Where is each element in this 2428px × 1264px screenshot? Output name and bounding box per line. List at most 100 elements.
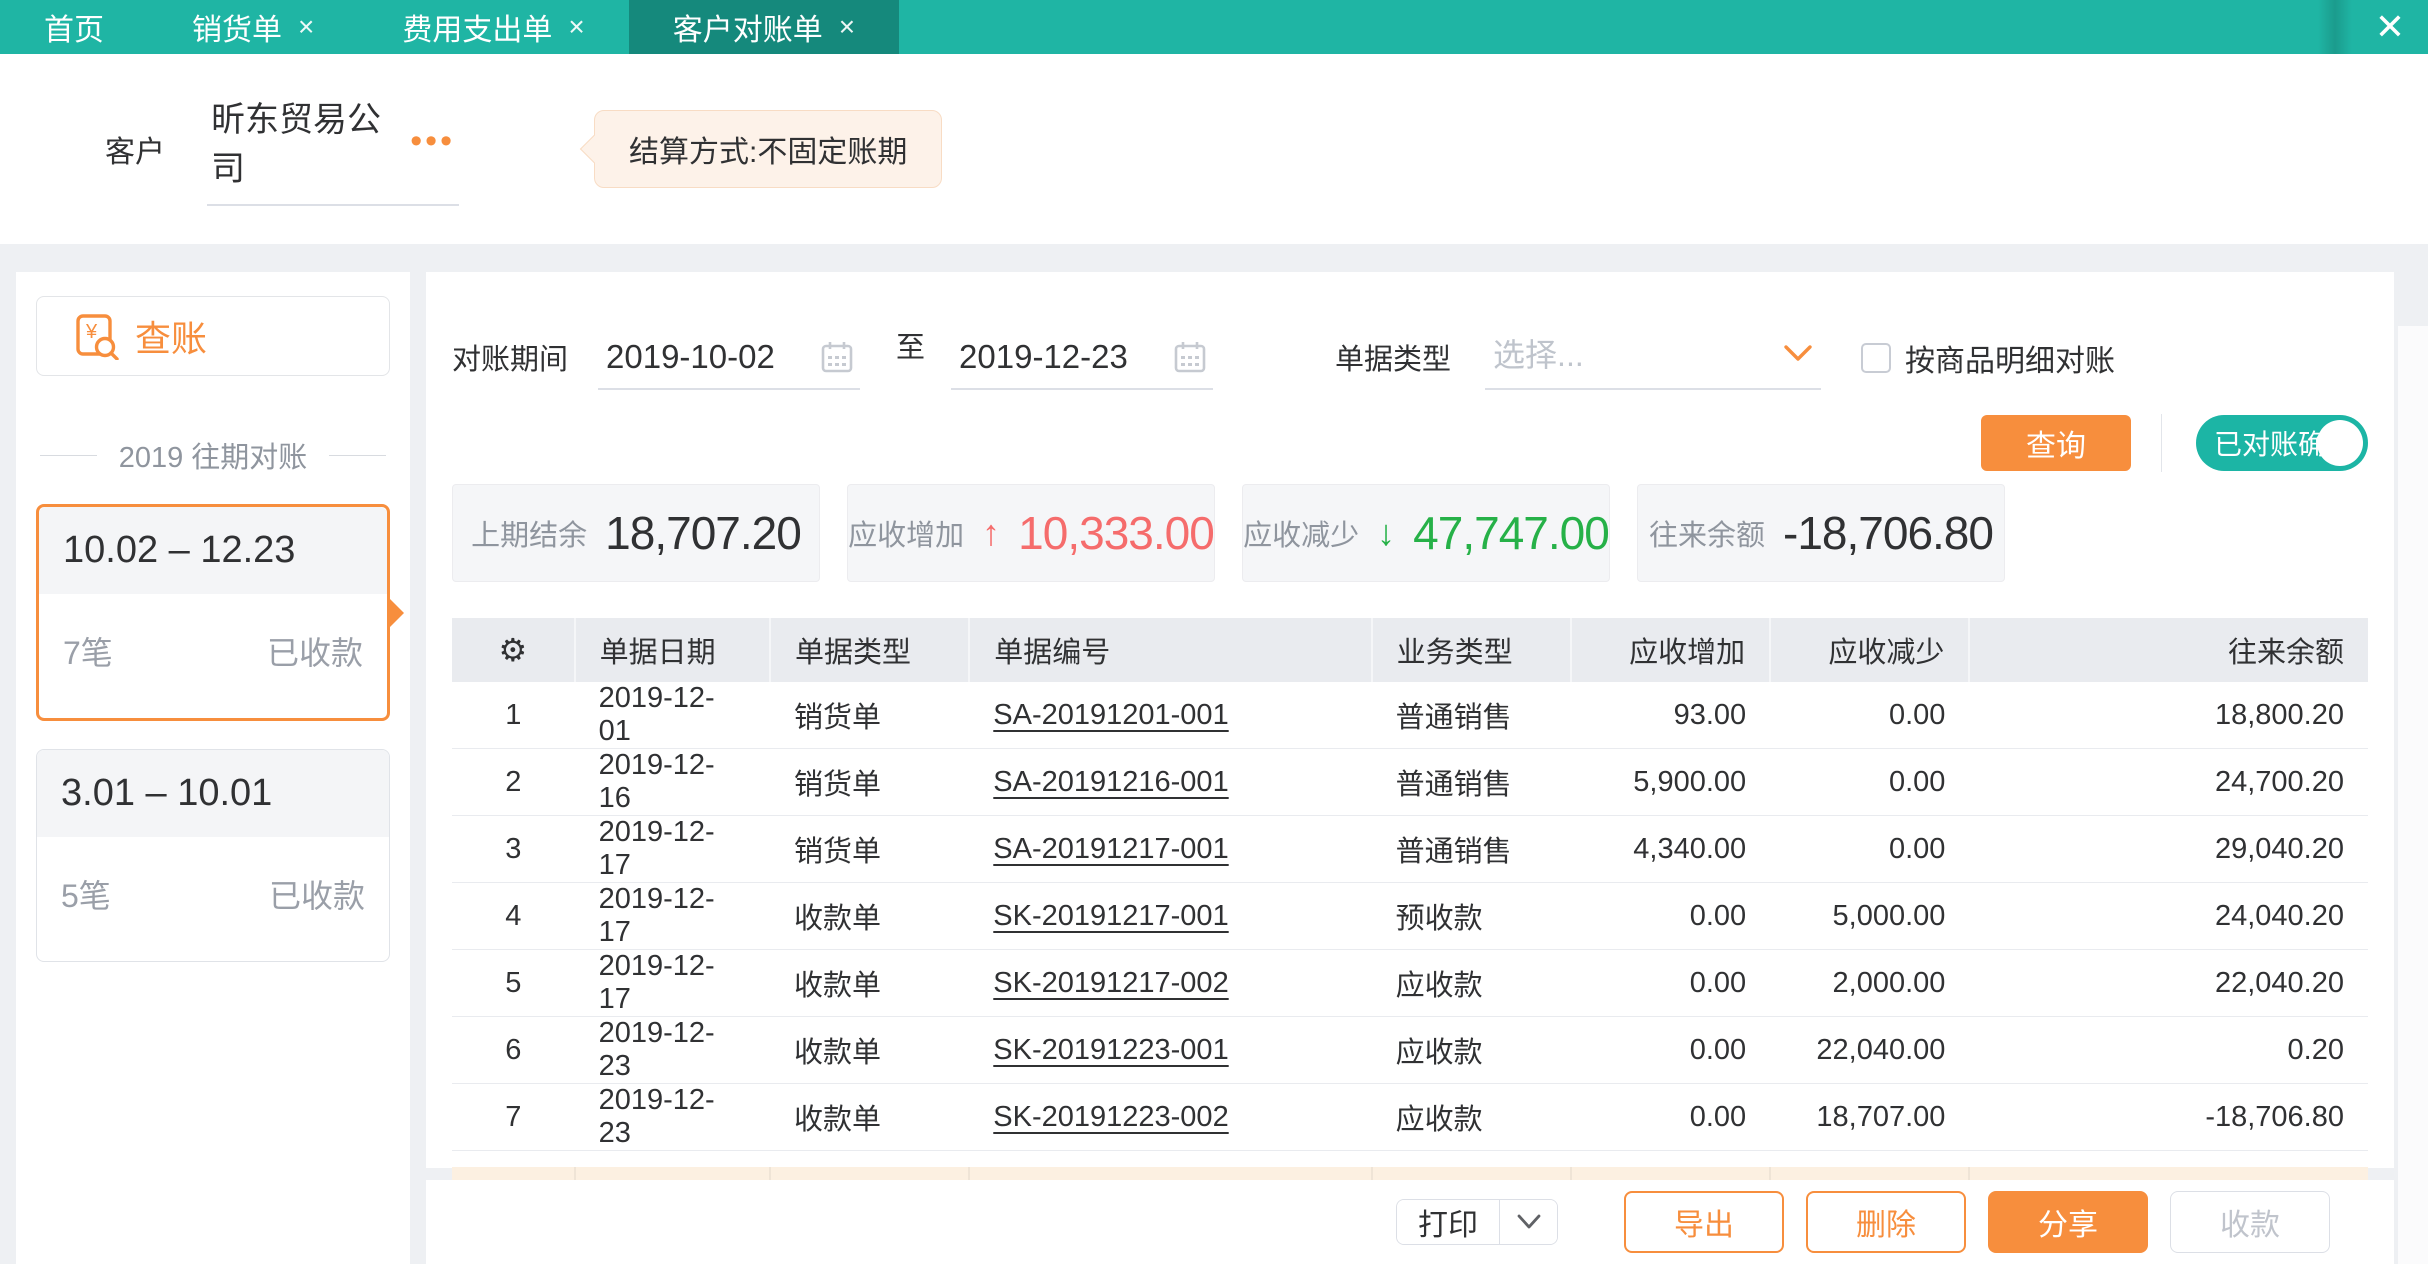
period-filter-label: 对账期间	[452, 344, 569, 376]
chevron-down-icon	[1784, 345, 1812, 361]
doc-number-link[interactable]: SA-20191201-001	[993, 698, 1229, 731]
doc-type-filter-label: 单据类型	[1335, 344, 1452, 376]
topbar-spacer	[899, 0, 2318, 54]
selected-arrow-icon	[388, 596, 404, 629]
right-scroll-track[interactable]	[2398, 326, 2428, 1264]
period-range: 3.01 – 10.01	[37, 750, 389, 837]
col-header-doc-type: 单据类型	[770, 618, 971, 682]
delete-button[interactable]: 删除	[1806, 1191, 1966, 1253]
table-row[interactable]: 4 2019-12-17 收款单 SK-20191217-001 预收款 0.0…	[452, 882, 2368, 950]
bottom-toolbar: 打印 导出 删除 分享 收款	[426, 1180, 2394, 1264]
more-options-icon[interactable]: •••	[410, 122, 455, 160]
detail-checkbox-label: 按商品明细对账	[1905, 345, 2116, 378]
action-divider	[2161, 414, 2162, 472]
statement-panel: 对账期间 2019-10-02 至 2019-12-23	[426, 272, 2394, 1238]
summary-row: 上期结余 18,707.20 应收增加 ↑ 10,333.00 应收减少 ↓ 4…	[452, 484, 2368, 582]
print-button[interactable]: 打印	[1397, 1200, 1499, 1244]
reconciled-confirm-toggle[interactable]: 已对账确认	[2196, 415, 2368, 471]
summary-card-receivable-decrease: 应收减少 ↓ 47,747.00	[1242, 484, 1610, 582]
notice-arrow	[579, 134, 609, 164]
doc-type-select[interactable]: 选择...	[1485, 330, 1822, 390]
print-options-chevron[interactable]	[1499, 1200, 1557, 1244]
table-row[interactable]: 5 2019-12-17 收款单 SK-20191217-002 应收款 0.0…	[452, 949, 2368, 1017]
date-to-input[interactable]: 2019-12-23	[951, 338, 1214, 390]
period-count: 5笔	[61, 878, 111, 914]
export-button[interactable]: 导出	[1624, 1191, 1784, 1253]
tab-home[interactable]: 首页	[0, 0, 148, 54]
table-row[interactable]: 2 2019-12-16 销货单 SA-20191216-001 普通销售 5,…	[452, 748, 2368, 816]
tab-expense[interactable]: 费用支出单 ×	[358, 0, 628, 54]
arrow-up-icon: ↑	[982, 512, 1001, 553]
print-split-button[interactable]: 打印	[1396, 1199, 1558, 1245]
action-row: 查询 已对账确认	[452, 412, 2368, 474]
table-gap	[452, 1151, 2368, 1167]
toggle-knob[interactable]	[2317, 420, 2363, 466]
col-header-decr: 应收减少	[1770, 618, 1971, 682]
date-from-input[interactable]: 2019-10-02	[598, 338, 861, 390]
tab-label: 客户对账单	[672, 14, 823, 47]
doc-number-link[interactable]: SK-20191223-001	[993, 1033, 1229, 1066]
tab-close-icon[interactable]: ×	[298, 11, 315, 42]
date-to-value: 2019-12-23	[959, 338, 1128, 375]
doc-number-link[interactable]: SK-20191217-001	[993, 899, 1229, 932]
period-card-previous[interactable]: 3.01 – 10.01 5笔 已收款	[36, 749, 390, 962]
period-status: 已收款	[266, 635, 363, 671]
statement-table: ⚙︎ 单据日期 单据类型 单据编号 业务类型 应收增加 应收减少 往来余额 1 …	[452, 618, 2368, 1151]
settlement-notice: 结算方式:不固定账期	[579, 110, 943, 188]
chevron-down-icon	[1517, 1214, 1540, 1229]
calendar-icon[interactable]	[1173, 340, 1207, 374]
period-range: 10.02 – 12.23	[39, 507, 387, 594]
content-area: ¥ 查账 2019 往期对账 10.02 – 12.23 7笔 已收款 3.01…	[0, 272, 2428, 1264]
table-row[interactable]: 1 2019-12-01 销货单 SA-20191201-001 普通销售 93…	[452, 682, 2368, 749]
period-count: 7笔	[63, 635, 113, 671]
query-button[interactable]: 查询	[1981, 415, 2131, 471]
doc-number-link[interactable]: SA-20191216-001	[993, 765, 1229, 798]
col-header-date: 单据日期	[574, 618, 772, 682]
svg-text:¥: ¥	[85, 321, 98, 343]
check-account-button[interactable]: ¥ 查账	[36, 296, 390, 376]
filter-row: 对账期间 2019-10-02 至 2019-12-23	[452, 272, 2368, 390]
check-account-label: 查账	[135, 318, 208, 359]
customer-label: 客户	[105, 136, 165, 169]
summary-card-opening-balance: 上期结余 18,707.20	[452, 484, 820, 582]
tab-close-icon[interactable]: ×	[838, 11, 856, 42]
customer-select[interactable]: 昕东贸易公司 •••	[207, 92, 459, 206]
customer-header: 客户 昕东贸易公司 ••• 结算方式:不固定账期	[0, 54, 2428, 244]
table-row[interactable]: 7 2019-12-23 收款单 SK-20191223-002 应收款 0.0…	[452, 1083, 2368, 1151]
tab-close-icon[interactable]: ×	[568, 11, 585, 42]
table-row[interactable]: 6 2019-12-23 收款单 SK-20191223-001 应收款 0.0…	[452, 1016, 2368, 1084]
doc-number-link[interactable]: SK-20191217-002	[993, 966, 1229, 999]
share-button[interactable]: 分享	[1988, 1191, 2148, 1253]
top-tab-bar: 首页 销货单 × 费用支出单 × 客户对账单 × ✕	[0, 0, 2428, 54]
calendar-icon[interactable]	[820, 340, 854, 374]
tab-label: 费用支出单	[402, 14, 553, 47]
col-header-balance: 往来余额	[1969, 618, 2368, 682]
tab-customer-statement[interactable]: 客户对账单 ×	[628, 0, 900, 54]
receive-payment-button[interactable]: 收款	[2170, 1191, 2330, 1253]
tab-label: 销货单	[192, 14, 282, 47]
col-header-incr: 应收增加	[1570, 618, 1772, 682]
detail-checkbox[interactable]	[1861, 343, 1892, 373]
period-card-current[interactable]: 10.02 – 12.23 7笔 已收款	[36, 504, 404, 721]
col-header-biz-type: 业务类型	[1371, 618, 1572, 682]
table-header-row: ⚙︎ 单据日期 单据类型 单据编号 业务类型 应收增加 应收减少 往来余额	[452, 618, 2368, 682]
audit-yuan-search-icon: ¥	[76, 314, 119, 360]
doc-type-placeholder: 选择...	[1493, 337, 1584, 373]
notice-text: 结算方式:不固定账期	[629, 136, 908, 169]
column-settings-gear-icon[interactable]: ⚙︎	[498, 632, 528, 668]
history-section-title: 2019 往期对账	[40, 434, 386, 476]
detail-checkbox-wrap[interactable]: 按商品明细对账	[1861, 336, 2115, 390]
window-close-icon[interactable]: ✕	[2374, 6, 2406, 47]
summary-card-current-balance: 往来余额 -18,706.80	[1637, 484, 2005, 582]
sidebar: ¥ 查账 2019 往期对账 10.02 – 12.23 7笔 已收款 3.01…	[16, 272, 410, 1264]
summary-card-receivable-increase: 应收增加 ↑ 10,333.00	[847, 484, 1215, 582]
tab-label: 首页	[44, 14, 104, 47]
tab-sales-order[interactable]: 销货单 ×	[148, 0, 358, 54]
doc-number-link[interactable]: SA-20191217-001	[993, 832, 1229, 865]
table-row[interactable]: 3 2019-12-17 销货单 SA-20191217-001 普通销售 4,…	[452, 815, 2368, 883]
arrow-down-icon: ↓	[1377, 512, 1396, 553]
col-header-doc-no: 单据编号	[969, 618, 1373, 682]
topbar-divider	[2318, 0, 2352, 54]
doc-number-link[interactable]: SK-20191223-002	[993, 1100, 1229, 1133]
